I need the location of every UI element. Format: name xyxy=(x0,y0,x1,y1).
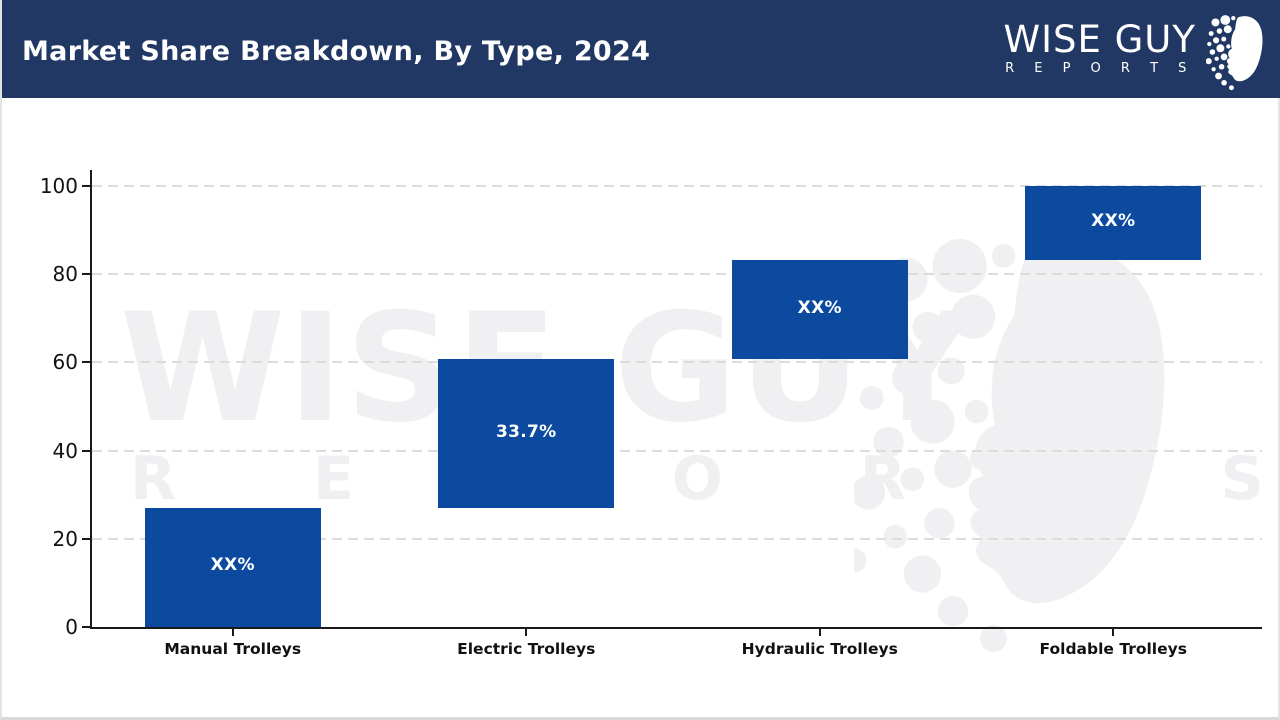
bar-electric-trolleys: 33.7% xyxy=(438,359,615,508)
y-tick-label-60: 60 xyxy=(52,350,78,375)
x-tick-mark-1 xyxy=(525,629,528,636)
bar-foldable-trolleys: XX% xyxy=(1025,186,1202,261)
wise-guy-reports-logo: WISE GUY R E P O R T S xyxy=(1000,6,1268,94)
y-tick-label-0: 0 xyxy=(65,615,78,639)
bar-value-label: XX% xyxy=(1091,211,1136,232)
x-category-label-1: Electric Trolleys xyxy=(457,640,596,658)
bar-value-label: 33.7% xyxy=(496,421,557,442)
logo-text: WISE GUY R E P O R T S xyxy=(1003,18,1196,77)
x-tick-mark-3 xyxy=(1112,629,1115,636)
x-tick-mark-2 xyxy=(818,629,821,636)
x-axis-line xyxy=(90,627,1262,629)
y-tick-mark-60 xyxy=(82,361,90,364)
gridline-40 xyxy=(92,449,1262,452)
y-tick-label-40: 40 xyxy=(52,438,78,463)
gridline-80 xyxy=(92,273,1262,276)
y-tick-mark-40 xyxy=(82,449,90,452)
watermark-head-logo xyxy=(854,238,1165,652)
y-tick-mark-100 xyxy=(82,185,90,187)
x-category-label-3: Foldable Trolleys xyxy=(1039,640,1187,658)
gridline-60 xyxy=(92,361,1262,364)
y-tick-mark-0 xyxy=(82,626,90,628)
logo-wiseguy-label: WISE GUY xyxy=(1003,18,1196,61)
x-category-label-2: Hydraulic Trolleys xyxy=(741,640,898,658)
header-bar: Market Share Breakdown, By Type, 2024 WI… xyxy=(2,0,1280,98)
y-tick-label-100: 100 xyxy=(39,174,78,198)
y-axis-line xyxy=(90,170,92,629)
logo-head-icon xyxy=(1206,15,1263,91)
y-tick-label-80: 80 xyxy=(52,262,78,287)
logo-reports-label: R E P O R T S xyxy=(1005,61,1195,76)
gridline-20 xyxy=(92,537,1262,540)
x-tick-mark-0 xyxy=(231,629,234,636)
gridline-100 xyxy=(92,185,1262,187)
x-category-label-0: Manual Trolleys xyxy=(164,640,302,658)
bar-manual-trolleys: XX% xyxy=(144,507,321,627)
chart-title: Market Share Breakdown, By Type, 2024 xyxy=(22,36,651,67)
bar-value-label: XX% xyxy=(210,555,255,576)
y-tick-label-20: 20 xyxy=(52,526,78,551)
bar-hydraulic-trolleys: XX% xyxy=(731,260,908,360)
y-tick-mark-20 xyxy=(82,537,90,540)
bar-value-label: XX% xyxy=(797,297,842,318)
y-tick-mark-80 xyxy=(82,273,90,276)
